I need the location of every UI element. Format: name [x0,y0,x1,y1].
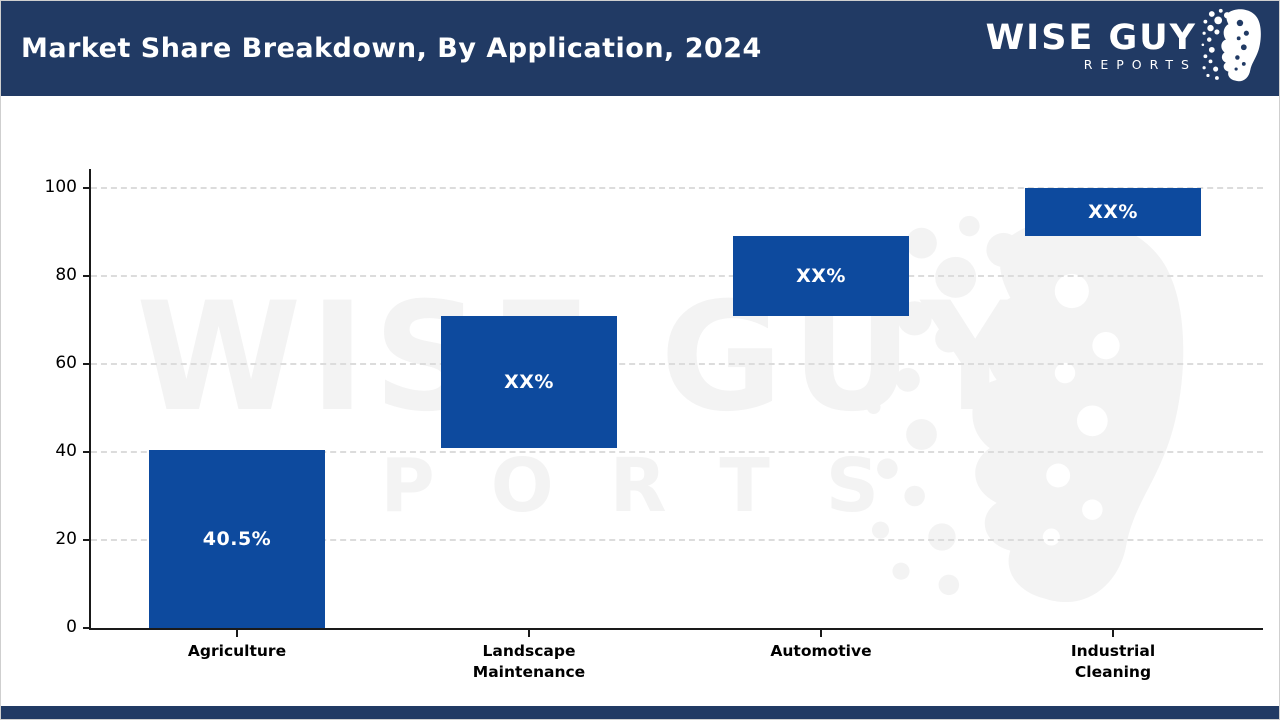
x-axis-line [89,628,1263,630]
logo: WISE GUY REPORTS [986,7,1263,85]
y-axis-tick-label: 100 [44,177,77,197]
y-axis-tickmark [83,451,91,453]
x-axis-category-line: Cleaning [1074,663,1152,681]
face-profile-icon [1201,8,1261,82]
y-axis-tick-label: 20 [55,529,77,549]
x-axis-category-line: Landscape [482,642,576,660]
gridline [91,363,1263,365]
y-axis-tickmark [83,539,91,541]
x-axis-tickmark [820,630,822,637]
x-axis-category-label: Agriculture [107,641,367,662]
bar-industrial-cleaning: XX% [1025,188,1201,237]
bar-value-label: 40.5% [202,527,272,550]
footer-bar [1,706,1279,719]
logo-text: WISE GUY REPORTS [985,17,1197,73]
bar-agriculture: 40.5% [149,449,325,628]
y-axis-tickmark [83,627,91,629]
x-axis-category-label: Landscape Maintenance [399,641,659,683]
x-axis-tickmark [1112,630,1114,637]
y-axis-tick-label: 80 [55,265,77,285]
x-axis-category-line: Industrial [1070,642,1156,660]
bar-automotive: XX% [733,236,909,316]
x-axis-category-label: Industrial Cleaning [983,641,1243,683]
bar-landscape-maintenance: XX% [441,315,617,448]
y-axis-tickmark [83,275,91,277]
logo-subtext: REPORTS [1083,57,1197,73]
y-axis-tickmark [83,363,91,365]
watermark-face-icon [866,215,1184,603]
y-axis-tick-label: 0 [66,617,77,637]
gridline [91,187,1263,189]
gridline [91,539,1263,541]
y-axis-tickmark [83,187,91,189]
x-axis-category-line: Automotive [770,642,872,660]
page-title: Market Share Breakdown, By Application, … [21,33,762,64]
header-bar: Market Share Breakdown, By Application, … [1,1,1279,96]
gridline [91,275,1263,277]
y-axis-tick-label: 60 [55,353,77,373]
x-axis-tickmark [236,630,238,637]
y-axis-line [89,169,91,630]
x-axis-category-line: Agriculture [187,642,287,660]
x-axis-category-line: Maintenance [472,663,586,681]
bar-value-label: XX% [796,264,846,287]
gridline [91,451,1263,453]
bar-value-label: XX% [1088,201,1138,224]
x-axis-tickmark [528,630,530,637]
logo-wordmark: WISE GUY [985,17,1197,58]
y-axis-tick-label: 40 [55,441,77,461]
bar-value-label: XX% [504,370,554,393]
x-axis-category-label: Automotive [691,641,951,662]
